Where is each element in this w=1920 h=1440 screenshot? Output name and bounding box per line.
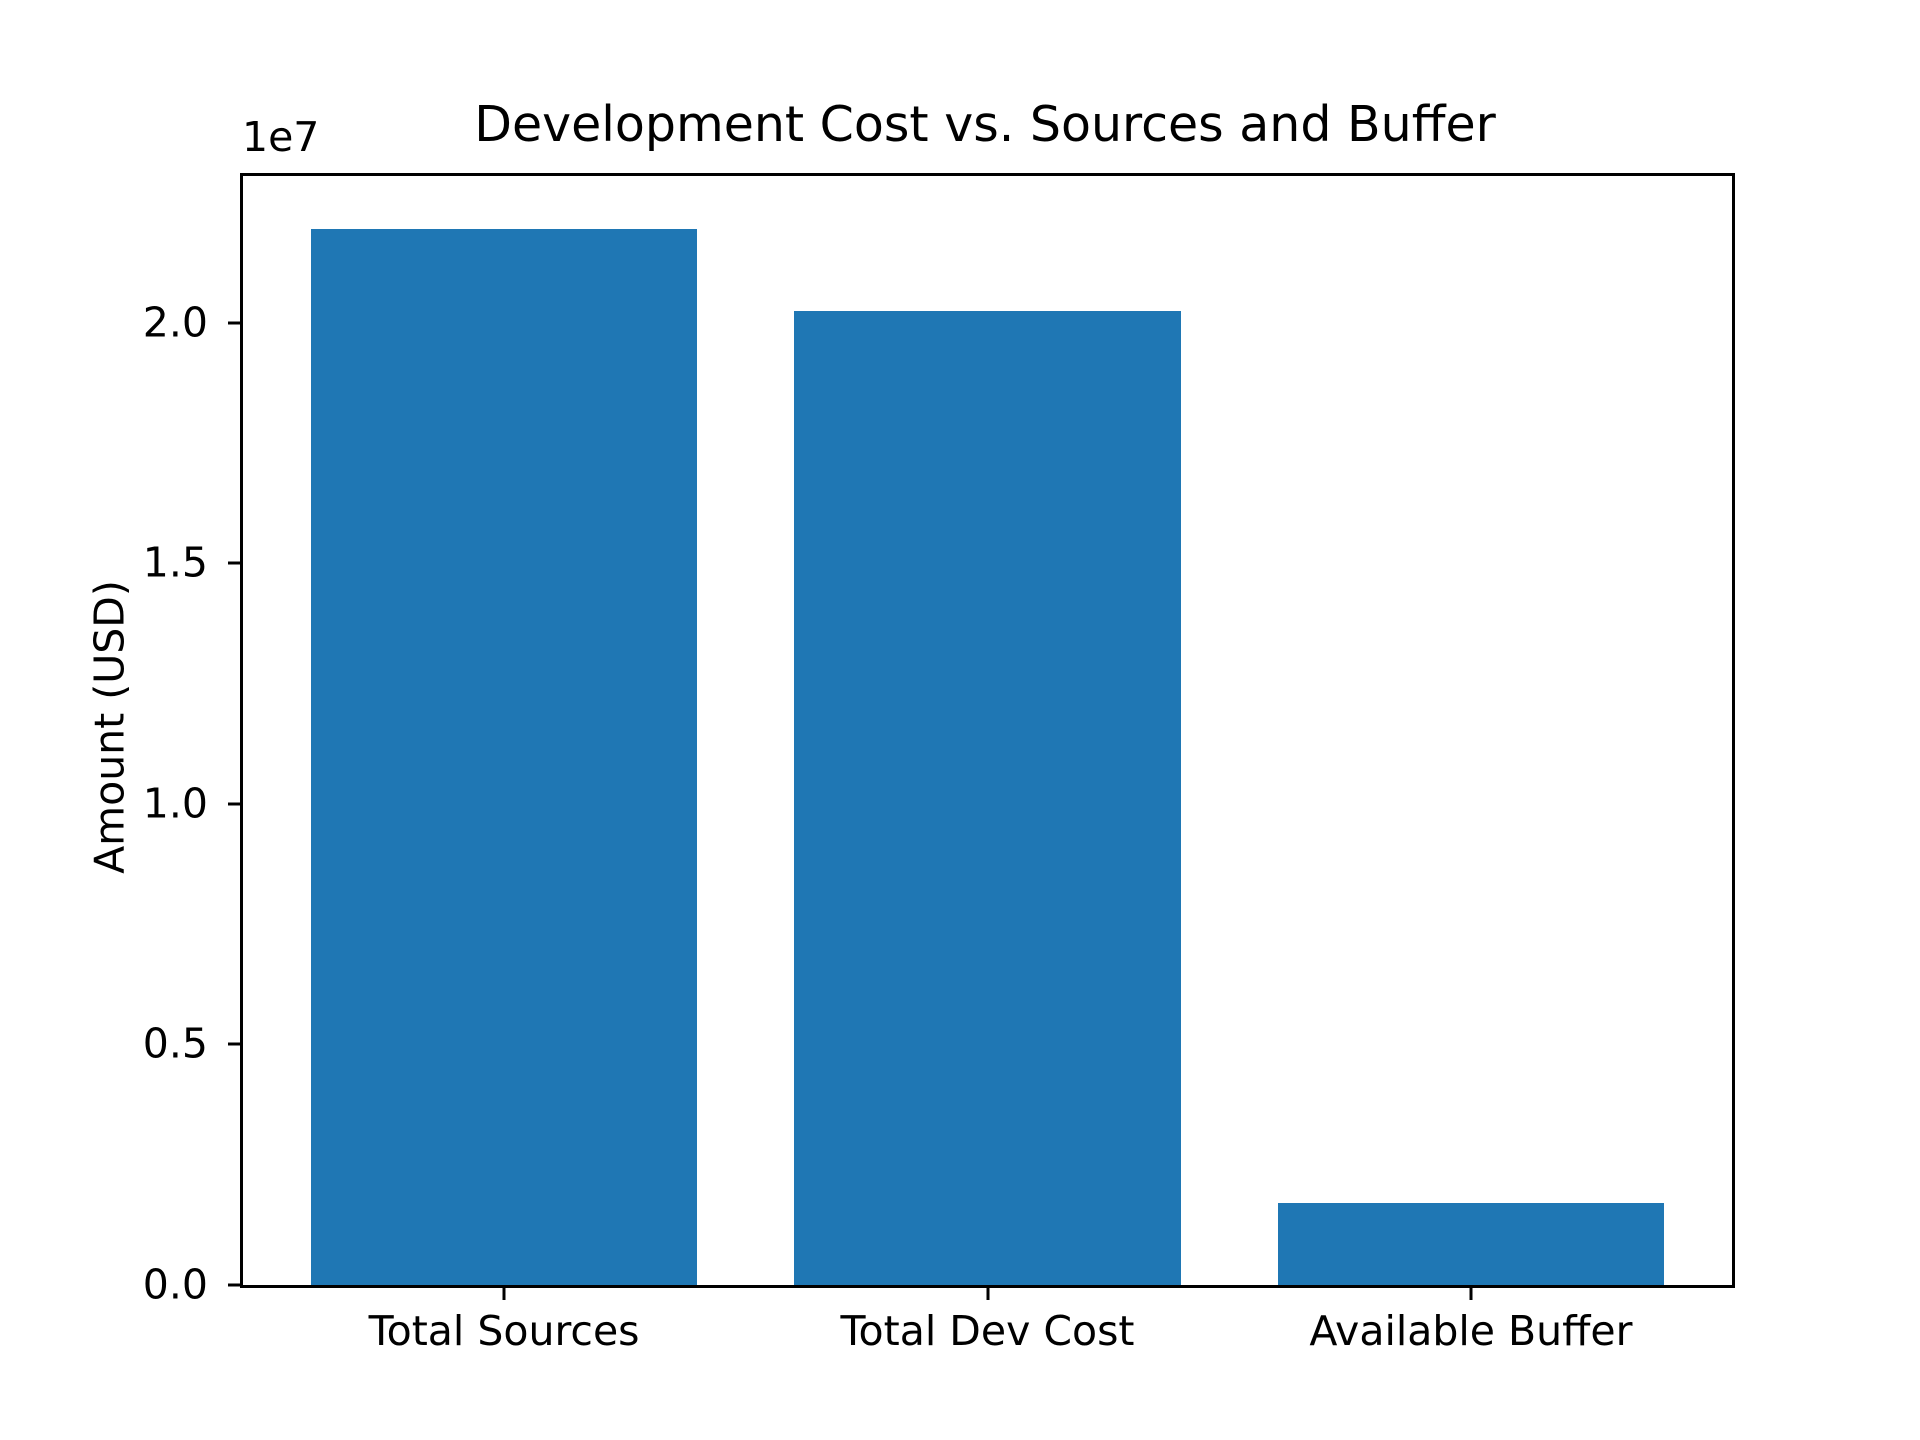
bar-total-sources	[310, 228, 698, 1285]
x-tick-label-total-dev-cost: Total Dev Cost	[840, 1307, 1135, 1355]
y-tick-1.5	[228, 561, 240, 565]
plot-area: Total Sources Total Dev Cost Available Buf…	[143, 173, 1735, 1352]
bar-available-buffer	[1277, 1203, 1665, 1285]
y-tick-label-2.0: 2.0	[142, 298, 208, 347]
x-tick-total-dev-cost	[986, 1288, 989, 1300]
y-tick-0.0	[228, 1283, 240, 1287]
chart-title: Development Cost vs. Sources and Buffer	[474, 96, 1496, 153]
y-tick-label-0.0: 0.0	[142, 1260, 208, 1309]
y-tick-label-1.5: 1.5	[142, 538, 208, 587]
x-tick-label-available-buffer: Available Buffer	[1309, 1307, 1633, 1355]
bar-total-dev-cost	[794, 310, 1181, 1285]
y-axis-offset-text: 1e7	[242, 113, 320, 161]
y-tick-0.5	[228, 1042, 240, 1046]
y-axis-label: Amount (USD)	[85, 580, 134, 874]
x-tick-label-total-sources: Total Sources	[368, 1307, 640, 1355]
y-tick-label-0.5: 0.5	[142, 1019, 208, 1068]
y-tick-1.0	[228, 802, 240, 806]
y-tick-label-1.0: 1.0	[142, 779, 208, 828]
x-tick-total-sources	[502, 1288, 506, 1300]
x-tick-available-buffer	[1469, 1288, 1473, 1300]
y-tick-2.0	[228, 321, 240, 325]
